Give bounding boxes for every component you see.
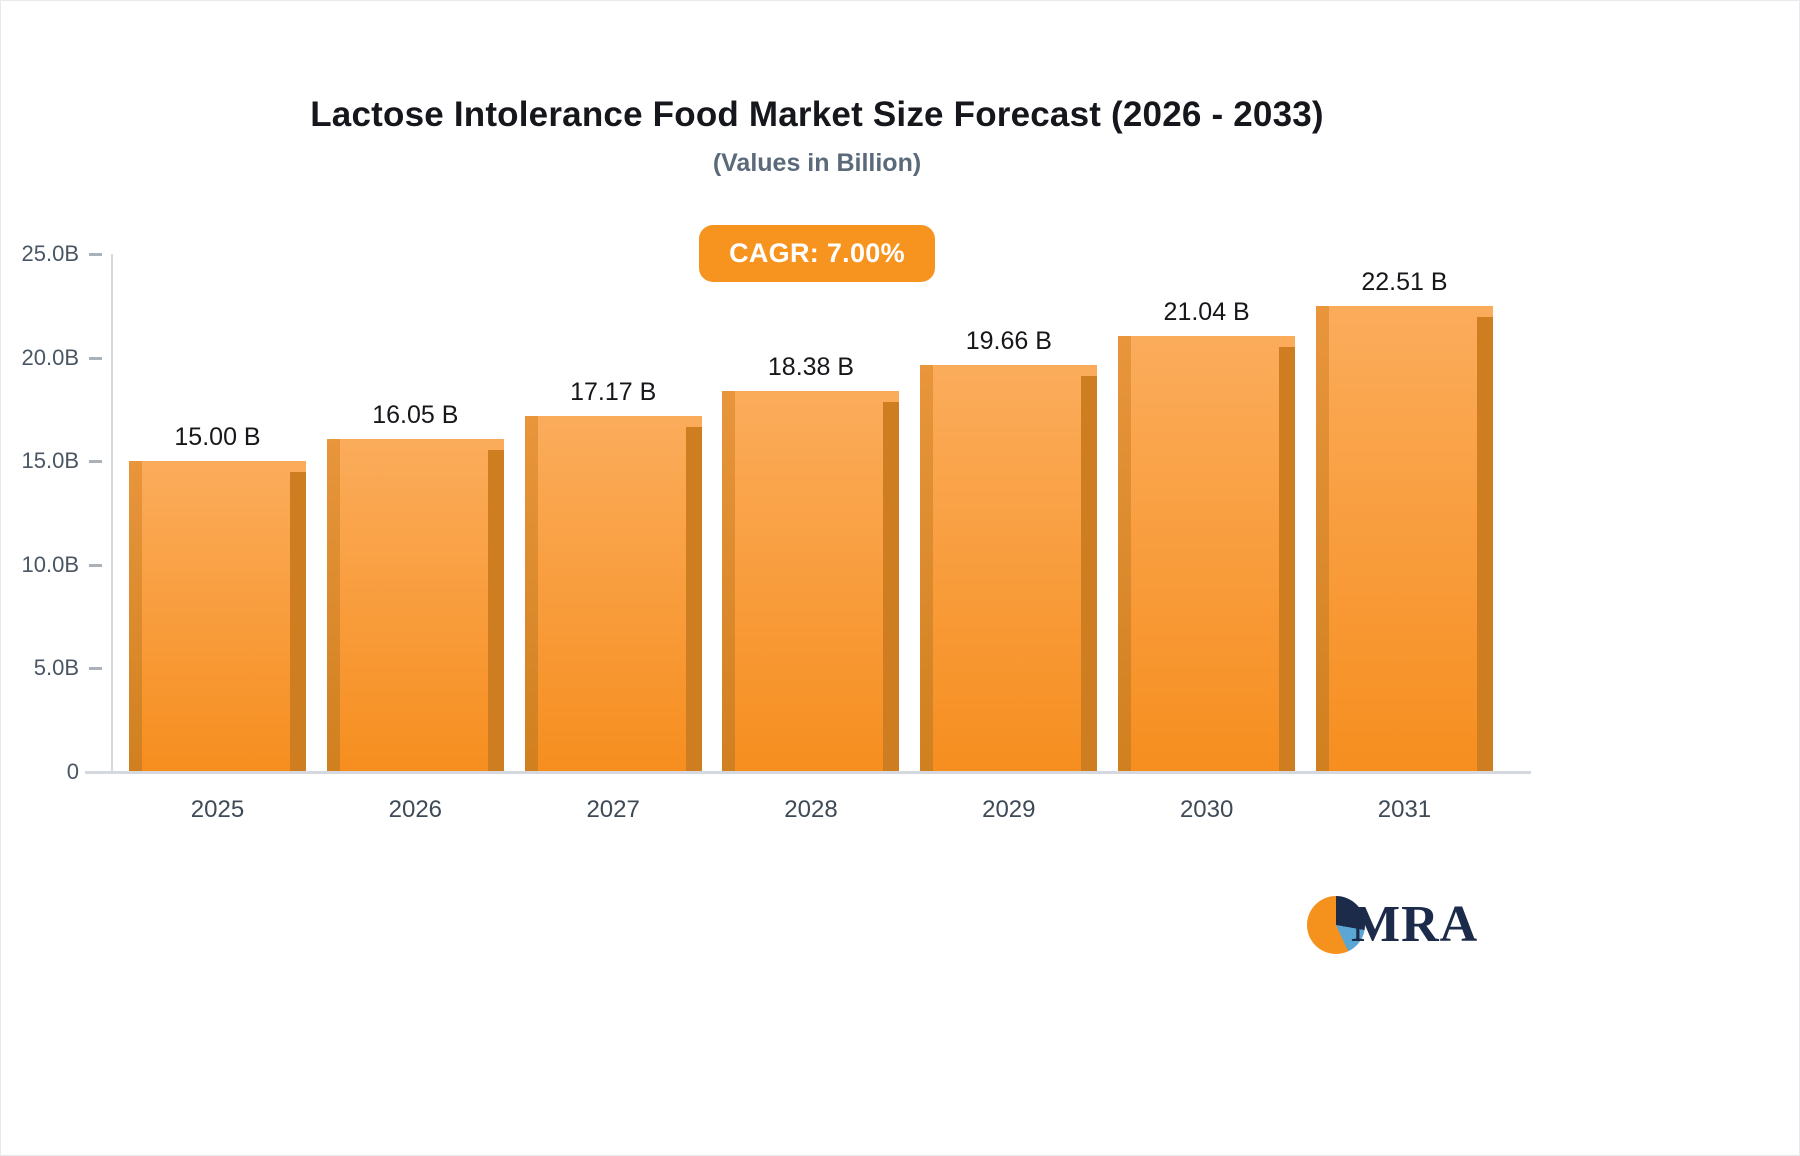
bar-group: 16.05 B 2026	[326, 254, 504, 823]
y-tick-mark	[89, 667, 102, 671]
y-tick-mark	[89, 771, 102, 774]
bar-group: 18.38 B 2028	[722, 254, 900, 823]
y-tick-label: 15.0B	[21, 448, 80, 474]
y-tick-mark	[89, 563, 102, 567]
bar-value-label: 21.04 B	[1163, 298, 1250, 327]
y-tick-label: 10.0B	[21, 551, 80, 577]
bar: 15.00 B	[129, 423, 306, 772]
mra-logo: MRA	[1307, 895, 1478, 954]
bar-group: 22.51 B 2031	[1315, 254, 1493, 823]
mra-logo-text: MRA	[1351, 896, 1479, 953]
x-axis-label: 2030	[1179, 796, 1234, 823]
plot-area: 25.0B 20.0B 15.0B 10.0B 5.0B 0 15.00 B 2025 16.…	[22, 241, 1531, 823]
bar: 18.38 B	[722, 353, 900, 772]
bar-value-label: 15.00 B	[174, 423, 261, 452]
bar-value-label: 16.05 B	[372, 401, 459, 430]
bar: 19.66 B	[920, 327, 1098, 773]
bar-value-label: 19.66 B	[965, 326, 1052, 355]
bar-value-label: 18.38 B	[767, 353, 855, 382]
bar-group: 21.04 B 2030	[1118, 254, 1296, 823]
bar: 22.51 B	[1315, 268, 1493, 773]
x-axis-label: 2027	[586, 796, 640, 823]
x-axis-label: 2025	[190, 796, 245, 823]
cagr-badge-row: CAGR: 7.00%	[111, 225, 1523, 282]
bar-group: 15.00 B 2025	[129, 254, 306, 823]
x-axis-label: 2026	[388, 796, 443, 823]
chart-header: Lactose Intolerance Food Market Size For…	[111, 1, 1523, 178]
y-tick-mark	[89, 356, 102, 360]
x-axis-label: 2031	[1377, 796, 1432, 823]
y-tick-mark	[89, 253, 102, 256]
x-axis-label: 2028	[784, 796, 838, 823]
bar: 21.04 B	[1118, 298, 1296, 772]
y-tick-label: 20.0B	[21, 344, 80, 370]
bar-value-label: 17.17 B	[570, 378, 657, 407]
y-tick-label: 0	[66, 759, 79, 784]
y-tick-mark	[89, 460, 102, 464]
bars: 15.00 B 2025 16.05 B 2026 17.17 B 2027 18.38 B…	[111, 254, 1523, 823]
y-tick-label: 5.0B	[33, 655, 79, 681]
chart-title: Lactose Intolerance Food Market Size For…	[310, 95, 1324, 134]
bar: 16.05 B	[326, 401, 504, 772]
y-tick-label: 25.0B	[21, 241, 80, 266]
mra-logo-icon	[1307, 895, 1365, 954]
cagr-badge: CAGR: 7.00%	[699, 225, 935, 282]
bar-group: 19.66 B 2029	[920, 254, 1098, 823]
bar-group: 17.17 B 2027	[524, 254, 702, 823]
bar-value-label: 22.51 B	[1361, 267, 1448, 296]
x-axis-label: 2029	[982, 796, 1036, 823]
bar: 17.17 B	[524, 378, 702, 772]
chart-subtitle: (Values in Billion)	[712, 149, 922, 177]
